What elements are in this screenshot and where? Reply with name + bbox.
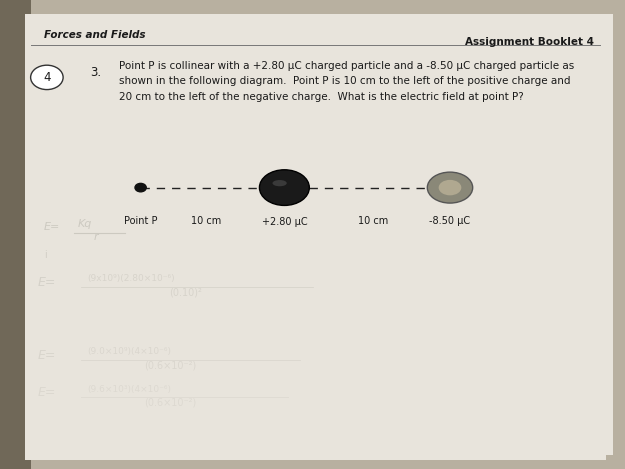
Text: i: i xyxy=(44,250,46,260)
Text: 20 cm to the left of the negative charge.  What is the electric field at point P: 20 cm to the left of the negative charge… xyxy=(119,92,524,102)
Text: (9x10⁹)(2.80×10⁻⁶): (9x10⁹)(2.80×10⁻⁶) xyxy=(88,274,175,283)
Text: r: r xyxy=(94,232,98,242)
Ellipse shape xyxy=(439,180,461,195)
Text: E=: E= xyxy=(38,276,56,289)
Text: Point P is collinear with a +2.80 μC charged particle and a -8.50 μC charged par: Point P is collinear with a +2.80 μC cha… xyxy=(119,61,574,71)
Text: E=: E= xyxy=(38,386,56,399)
Text: (0.6×10⁻²): (0.6×10⁻²) xyxy=(144,360,196,370)
Text: Kq: Kq xyxy=(78,219,92,229)
Text: (9.6×10³)(4×10⁻⁶): (9.6×10³)(4×10⁻⁶) xyxy=(88,385,171,393)
Text: shown in the following diagram.  Point P is 10 cm to the left of the positive ch: shown in the following diagram. Point P … xyxy=(119,76,570,86)
Text: -8.50 μC: -8.50 μC xyxy=(429,216,471,226)
Text: 10 cm: 10 cm xyxy=(358,216,389,226)
Text: +2.80 μC: +2.80 μC xyxy=(262,217,308,227)
Text: (0.6×10⁻²): (0.6×10⁻²) xyxy=(144,398,196,408)
Text: 4: 4 xyxy=(43,71,51,84)
Text: (9.0×10⁹)(4×10⁻⁶): (9.0×10⁹)(4×10⁻⁶) xyxy=(88,347,171,356)
Circle shape xyxy=(135,183,146,192)
Circle shape xyxy=(31,65,63,90)
Text: 10 cm: 10 cm xyxy=(191,216,221,226)
Ellipse shape xyxy=(259,170,309,205)
Text: 3.: 3. xyxy=(91,66,102,79)
Text: E=: E= xyxy=(44,222,60,232)
FancyBboxPatch shape xyxy=(19,14,612,455)
Text: E=: E= xyxy=(38,349,56,362)
FancyBboxPatch shape xyxy=(0,0,31,469)
Ellipse shape xyxy=(428,172,472,203)
Ellipse shape xyxy=(272,180,287,186)
Text: Forces and Fields: Forces and Fields xyxy=(44,30,145,40)
Text: (0.10)²: (0.10)² xyxy=(169,287,202,297)
Text: Point P: Point P xyxy=(124,216,158,226)
Text: Assignment Booklet 4: Assignment Booklet 4 xyxy=(465,37,594,47)
FancyBboxPatch shape xyxy=(25,14,606,460)
